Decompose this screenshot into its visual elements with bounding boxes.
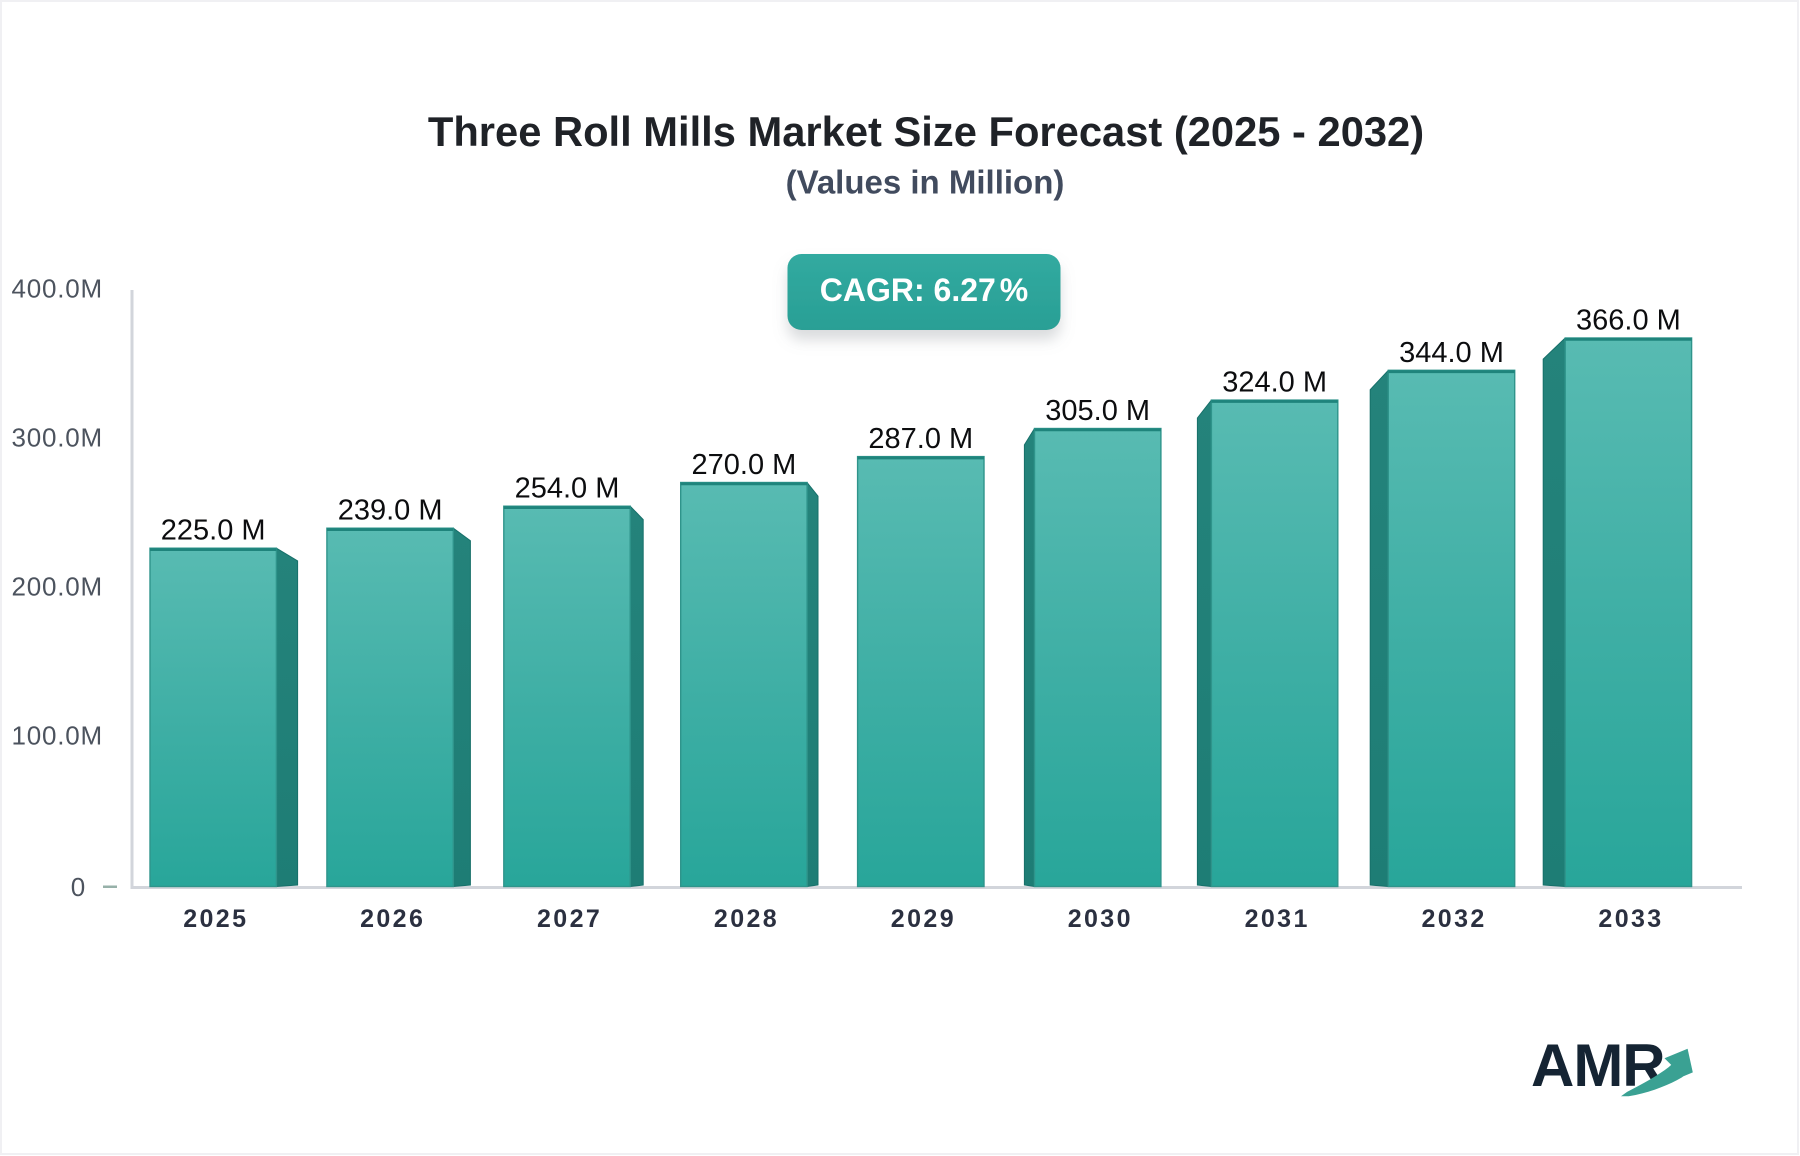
svg-text:2028: 2028: [714, 905, 779, 933]
svg-text:2027: 2027: [537, 905, 602, 933]
svg-text:200.0M: 200.0M: [11, 572, 103, 602]
svg-text:225.0 M: 225.0 M: [161, 515, 266, 547]
svg-text:2032: 2032: [1421, 905, 1486, 933]
svg-text:2025: 2025: [183, 905, 248, 933]
svg-text:254.0 M: 254.0 M: [515, 473, 620, 505]
svg-text:300.0M: 300.0M: [11, 423, 103, 453]
svg-text:239.0 M: 239.0 M: [338, 495, 443, 527]
svg-text:(Values in Million): (Values in Million): [786, 164, 1065, 201]
svg-text:400.0M: 400.0M: [11, 274, 103, 304]
svg-text:344.0 M: 344.0 M: [1399, 337, 1504, 369]
svg-text:270.0 M: 270.0 M: [692, 449, 797, 481]
svg-text:305.0 M: 305.0 M: [1045, 395, 1150, 427]
svg-text:324.0 M: 324.0 M: [1222, 367, 1327, 399]
svg-text:100.0M: 100.0M: [11, 721, 103, 751]
svg-text:2030: 2030: [1068, 905, 1133, 933]
svg-text:CAGR: 6.27%: CAGR: 6.27%: [820, 272, 1029, 308]
svg-text:2031: 2031: [1245, 905, 1310, 933]
svg-text:Three Roll Mills Market Size F: Three Roll Mills Market Size Forecast (2…: [428, 108, 1424, 155]
svg-text:287.0 M: 287.0 M: [868, 423, 973, 455]
svg-text:2029: 2029: [891, 905, 956, 933]
svg-text:2033: 2033: [1598, 905, 1663, 933]
svg-text:2026: 2026: [360, 905, 425, 933]
svg-text:366.0 M: 366.0 M: [1576, 305, 1681, 337]
svg-text:0: 0: [71, 872, 86, 902]
